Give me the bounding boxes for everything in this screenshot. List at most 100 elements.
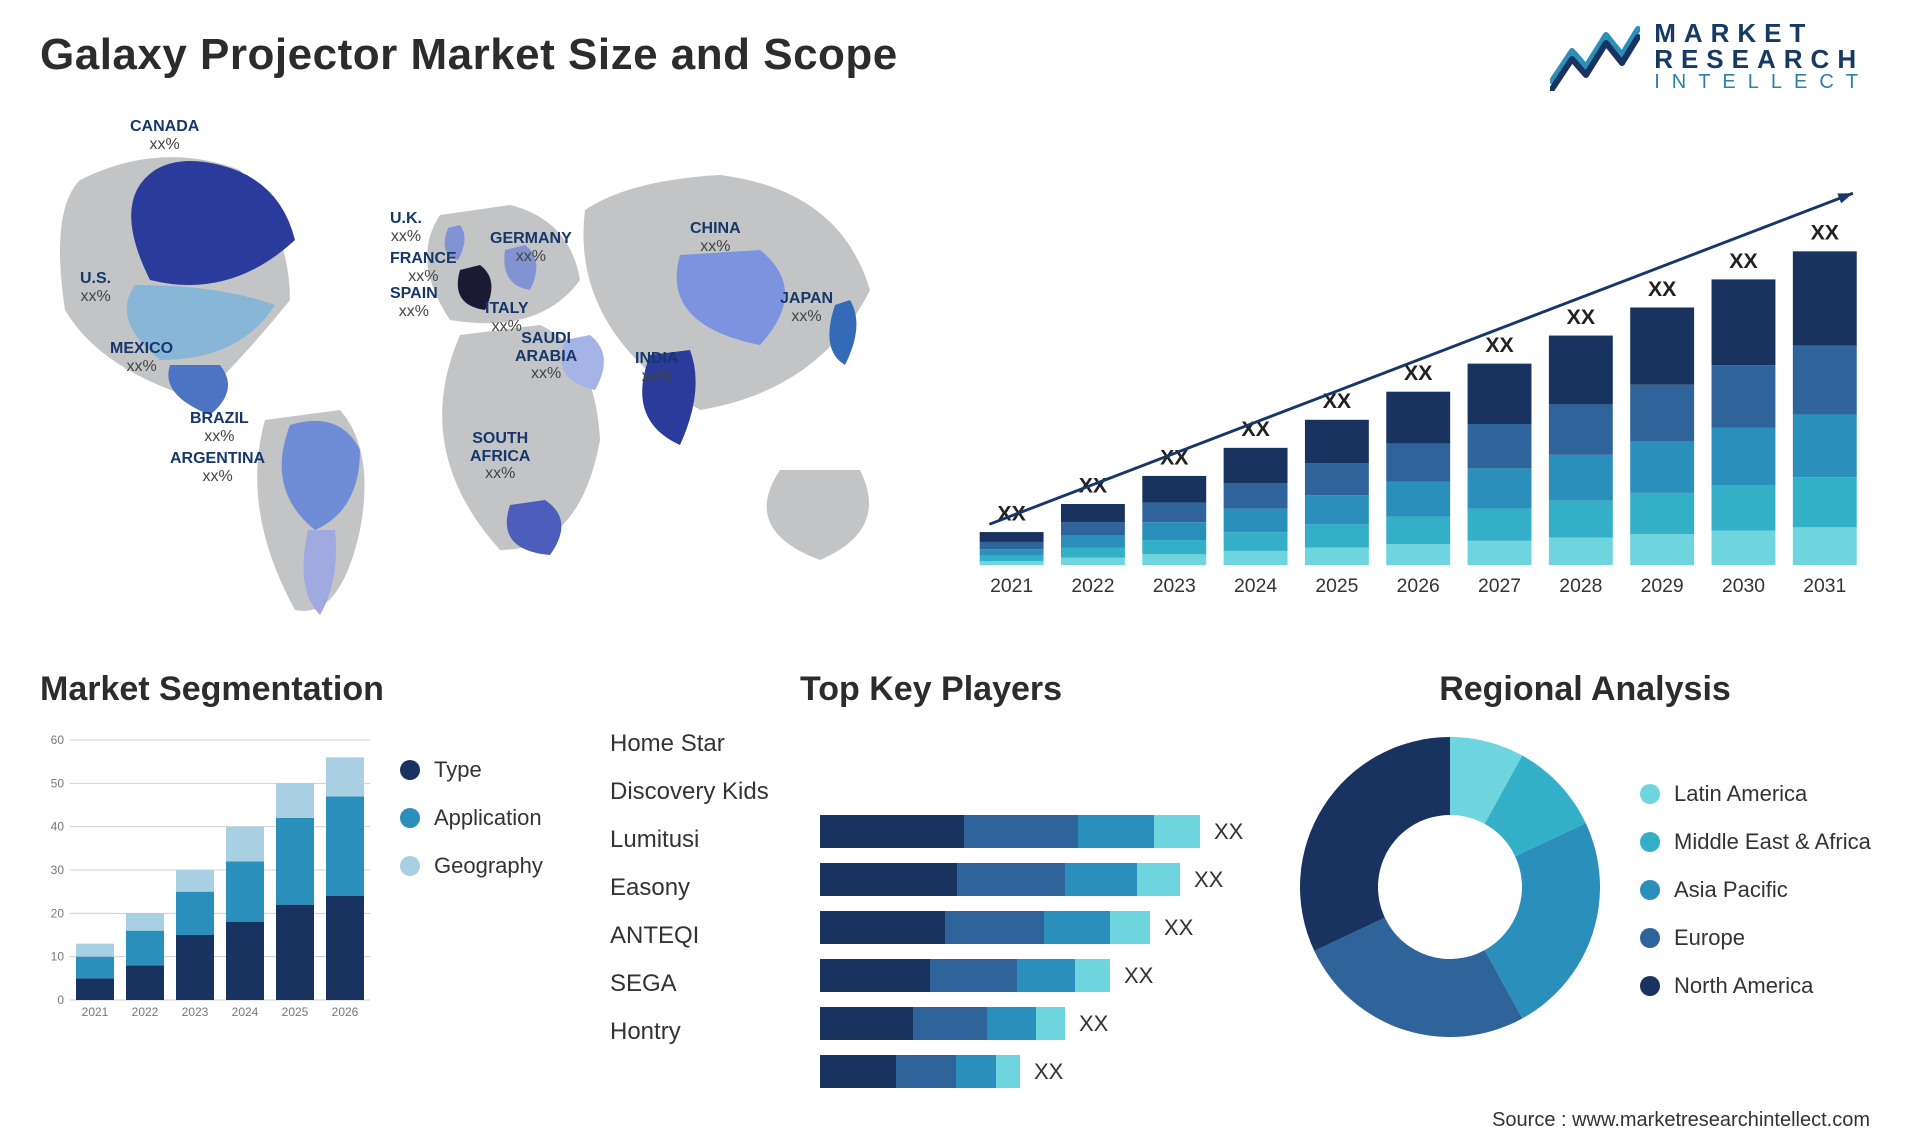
svg-text:XX: XX [1729, 249, 1757, 273]
seg-legend-type: Type [400, 757, 543, 783]
regional-donut [1290, 727, 1610, 1052]
segmentation-legend: TypeApplicationGeography [400, 727, 543, 1027]
growth-chart: 2021XX2022XX2023XX2024XX2025XX2026XX2027… [970, 110, 1880, 630]
kp-bar-segment [1075, 959, 1110, 992]
kp-bar-segment [1017, 959, 1075, 992]
svg-text:2031: 2031 [1803, 575, 1846, 597]
logo-text-3: INTELLECT [1654, 72, 1870, 92]
legend-label: Asia Pacific [1674, 877, 1788, 903]
map-label-france: FRANCExx% [390, 250, 457, 285]
key-players-title: Top Key Players [800, 670, 1250, 709]
svg-text:2030: 2030 [1722, 575, 1765, 597]
kp-bar-row: XX [820, 911, 1250, 944]
reg-legend-middle-east-africa: Middle East & Africa [1640, 829, 1871, 855]
legend-label: North America [1674, 973, 1813, 999]
map-label-germany: GERMANYxx% [490, 230, 572, 265]
svg-text:2026: 2026 [1397, 575, 1440, 597]
segmentation-title: Market Segmentation [40, 670, 570, 709]
kp-bar [820, 959, 1110, 992]
map-label-spain: SPAINxx% [390, 285, 438, 320]
kp-bar-segment [1036, 1007, 1065, 1040]
kp-bar-segment [956, 1055, 996, 1088]
svg-text:XX: XX [1485, 333, 1513, 357]
segmentation-chart: 0102030405060202120222023202420252026 [40, 727, 370, 1027]
kp-bar-segment [930, 959, 1017, 992]
svg-text:2023: 2023 [182, 1005, 209, 1019]
svg-text:0: 0 [57, 993, 64, 1007]
key-players-bars: XXXXXXXXXXXX [820, 727, 1250, 1088]
kp-value: XX [1214, 819, 1243, 845]
legend-swatch [400, 808, 420, 828]
kp-value: XX [1124, 963, 1153, 989]
kp-bar-segment [1137, 863, 1180, 896]
map-label-argentina: ARGENTINAxx% [170, 450, 265, 485]
kp-bar-segment [896, 1055, 956, 1088]
kp-bar-segment [820, 959, 930, 992]
kp-bar-segment [945, 911, 1044, 944]
legend-label: Geography [434, 853, 543, 879]
svg-text:XX: XX [1648, 277, 1676, 301]
reg-legend-asia-pacific: Asia Pacific [1640, 877, 1871, 903]
svg-text:2027: 2027 [1478, 575, 1521, 597]
regional-donut-svg [1290, 727, 1610, 1047]
legend-label: Latin America [1674, 781, 1807, 807]
kp-bar-segment [996, 1055, 1020, 1088]
map-label-mexico: MEXICOxx% [110, 340, 173, 375]
kp-value: XX [1164, 915, 1193, 941]
kp-bar-segment [1044, 911, 1110, 944]
kp-bar-row: XX [820, 863, 1250, 896]
kp-bar [820, 863, 1180, 896]
legend-swatch [1640, 976, 1660, 996]
kp-label: SEGA [610, 967, 800, 1000]
legend-swatch [1640, 832, 1660, 852]
logo-text-2: RESEARCH [1654, 46, 1870, 72]
kp-value: XX [1034, 1059, 1063, 1085]
legend-swatch [1640, 880, 1660, 900]
growth-chart-svg: 2021XX2022XX2023XX2024XX2025XX2026XX2027… [970, 110, 1880, 613]
map-label-u-s-: U.S.xx% [80, 270, 111, 305]
regional-legend: Latin America Middle East & Africa Asia Pa… [1640, 781, 1871, 999]
svg-text:2025: 2025 [1315, 575, 1358, 597]
kp-bar-segment [1110, 911, 1150, 944]
kp-value: XX [1194, 867, 1223, 893]
svg-text:XX: XX [1811, 221, 1839, 245]
map-label-saudi-arabia: SAUDIARABIAxx% [515, 330, 577, 383]
map-label-canada: CANADAxx% [130, 118, 199, 153]
legend-label: Europe [1674, 925, 1745, 951]
kp-bar-segment [820, 1055, 896, 1088]
regional-panel: Regional Analysis Latin AmericaMiddle Ea… [1290, 670, 1880, 1070]
kp-bar [820, 815, 1200, 848]
map-label-u-k-: U.K.xx% [390, 210, 422, 245]
svg-text:2024: 2024 [1234, 575, 1277, 597]
svg-text:10: 10 [51, 950, 65, 964]
kp-bar [820, 1055, 1020, 1088]
kp-label: Discovery Kids [610, 775, 800, 808]
kp-bar-row: XX [820, 815, 1250, 848]
svg-text:2026: 2026 [332, 1005, 359, 1019]
reg-legend-north-america: North America [1640, 973, 1871, 999]
svg-text:2029: 2029 [1641, 575, 1684, 597]
kp-label: Lumitusi [610, 823, 800, 856]
world-map: CANADAxx%U.S.xx%MEXICOxx%BRAZILxx%ARGENT… [40, 110, 940, 630]
kp-bar-segment [1154, 815, 1200, 848]
kp-label: ANTEQI [610, 919, 800, 952]
kp-bar-row: XX [820, 959, 1250, 992]
svg-text:2021: 2021 [990, 575, 1033, 597]
segmentation-panel: Market Segmentation 01020304050602021202… [40, 670, 570, 1070]
kp-bar-segment [820, 911, 945, 944]
seg-legend-geography: Geography [400, 853, 543, 879]
kp-bar-segment [913, 1007, 987, 1040]
svg-text:XX: XX [1323, 389, 1351, 413]
source-attribution: Source : www.marketresearchintellect.com [1492, 1109, 1870, 1132]
kp-bar [820, 1007, 1065, 1040]
kp-value: XX [1079, 1011, 1108, 1037]
map-label-china: CHINAxx% [690, 220, 741, 255]
kp-bar-segment [957, 863, 1065, 896]
svg-text:XX: XX [1567, 305, 1595, 329]
svg-text:2022: 2022 [1071, 575, 1114, 597]
legend-swatch [400, 856, 420, 876]
svg-text:20: 20 [51, 906, 65, 920]
key-players-panel: Top Key Players Home StarDiscovery KidsL… [610, 670, 1250, 1070]
map-label-india: INDIAxx% [635, 350, 679, 385]
legend-swatch [1640, 784, 1660, 804]
